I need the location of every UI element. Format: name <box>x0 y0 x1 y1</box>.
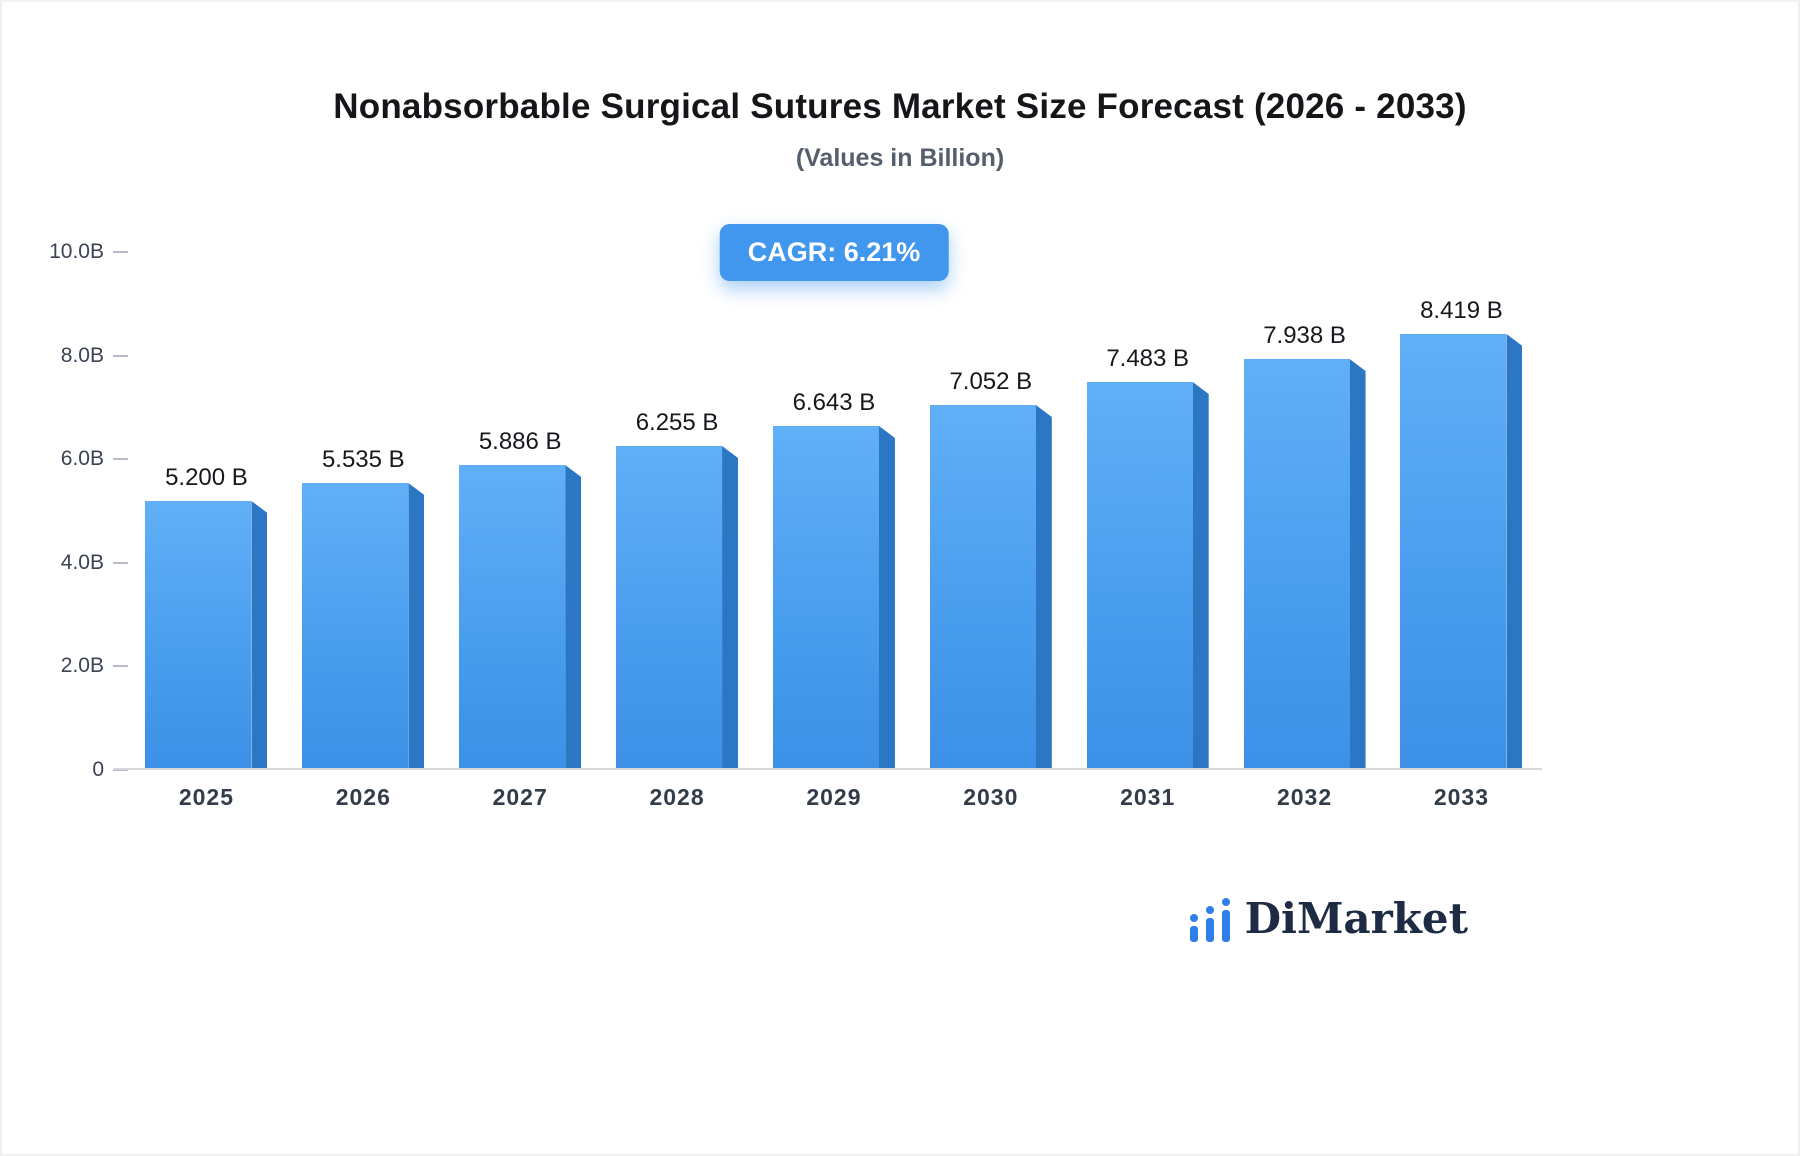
x-label-2028: 2028 <box>649 784 705 810</box>
bar-side <box>1506 334 1523 770</box>
plot-area: 5.200 B 5.535 B 5.886 B 6.255 B 6.643 B 7.052… <box>128 252 1540 770</box>
bar-front <box>1086 382 1193 770</box>
bar-front <box>459 465 566 770</box>
bar-group-2031: 7.483 B <box>1086 345 1209 770</box>
bar-2027 <box>459 465 582 770</box>
cagr-badge: CAGR: 6.21% <box>719 224 949 281</box>
x-label-2033: 2033 <box>1433 784 1490 810</box>
bar-front <box>929 405 1036 770</box>
mini-bar-chart-icon <box>1189 898 1230 942</box>
y-tick-8.0B: 8.0B <box>61 344 128 368</box>
chart-area: CAGR: 6.21% 0 2.0B 4.0B 6.0B 8.0B 10.0B 5.200… <box>24 224 1544 811</box>
bar-side <box>1349 359 1366 770</box>
bar-2033 <box>1400 334 1523 770</box>
bar-2028 <box>616 446 739 770</box>
bar-front <box>616 446 723 770</box>
y-tick-label: 10.0B <box>49 240 104 263</box>
chart-header: Nonabsorbable Surgical Sutures Market Si… <box>0 0 1800 173</box>
bar-value-label: 8.419 B <box>1420 297 1503 324</box>
y-tick-label: 8.0B <box>60 343 104 367</box>
x-axis-line <box>114 768 1542 770</box>
dimarket-logo-text: DiMarket <box>1244 894 1468 943</box>
y-tick-label: 0 <box>92 758 104 781</box>
bar-front <box>772 426 879 770</box>
bar-group-2029: 6.643 B <box>772 389 895 770</box>
x-label-2031: 2031 <box>1120 784 1176 810</box>
bar-group-2032: 7.938 B <box>1243 322 1366 770</box>
y-tick-4.0B: 4.0B <box>61 551 128 575</box>
y-tick-mark <box>113 769 128 771</box>
bar-side <box>1035 405 1052 770</box>
bar-group-2030: 7.052 B <box>929 368 1052 770</box>
y-axis: 0 2.0B 4.0B 6.0B 8.0B 10.0B <box>24 240 128 781</box>
bar-value-label: 6.643 B <box>792 389 876 416</box>
bar-front <box>145 501 252 770</box>
bar-2032 <box>1243 359 1366 770</box>
bar-value-label: 5.200 B <box>165 464 248 491</box>
bar-front <box>1400 334 1507 770</box>
y-tick-label: 6.0B <box>60 447 104 471</box>
bar-side <box>251 501 268 770</box>
bar-side <box>408 483 425 770</box>
bar-value-label: 5.535 B <box>321 446 405 473</box>
bar-side <box>878 426 895 770</box>
chart-title: Nonabsorbable Surgical Sutures Market Si… <box>333 87 1467 126</box>
y-tick-mark <box>113 561 128 564</box>
x-label-2025: 2025 <box>178 784 235 810</box>
y-tick-mark <box>113 665 128 668</box>
y-tick-6.0B: 6.0B <box>61 447 128 471</box>
bar-value-label: 6.255 B <box>635 409 719 436</box>
bar-2026 <box>302 483 425 770</box>
x-label-2030: 2030 <box>963 784 1019 810</box>
bar-side <box>565 465 582 770</box>
bar-side <box>722 446 739 770</box>
bar-front <box>1243 359 1350 770</box>
x-axis: 2025 2026 2027 2028 2029 2030 2031 2032 2033 <box>128 784 1540 811</box>
x-label-2026: 2026 <box>335 784 391 810</box>
y-tick-0: 0 <box>92 758 128 782</box>
bar-value-label: 7.052 B <box>949 368 1033 395</box>
x-label-2029: 2029 <box>806 784 862 810</box>
bar-value-label: 5.886 B <box>478 428 562 455</box>
bar-group-2028: 6.255 B <box>616 409 739 770</box>
bar-side <box>1192 382 1209 770</box>
bar-value-label: 7.938 B <box>1263 322 1346 349</box>
x-label-2027: 2027 <box>492 784 548 810</box>
y-tick-mark <box>113 354 128 357</box>
bar-2025 <box>145 501 268 770</box>
chart-subtitle: (Values in Billion) <box>795 144 1005 172</box>
y-tick-10.0B: 10.0B <box>49 240 128 264</box>
y-tick-label: 4.0B <box>60 550 104 574</box>
bar-group-2026: 5.535 B <box>302 446 425 770</box>
y-tick-label: 2.0B <box>60 654 104 678</box>
bar-2031 <box>1086 382 1209 770</box>
bar-2029 <box>772 426 895 770</box>
y-tick-mark <box>113 458 128 461</box>
bar-value-label: 7.483 B <box>1106 345 1190 372</box>
bar-group-2027: 5.886 B <box>459 428 582 770</box>
y-tick-2.0B: 2.0B <box>61 654 128 678</box>
y-tick-mark <box>113 251 128 253</box>
bar-group-2025: 5.200 B <box>145 464 268 770</box>
bar-2030 <box>929 405 1052 770</box>
bar-group-2033: 8.419 B <box>1400 297 1523 770</box>
bar-front <box>302 483 409 770</box>
dimarket-logo: DiMarket <box>1187 896 1468 942</box>
x-label-2032: 2032 <box>1276 784 1333 810</box>
